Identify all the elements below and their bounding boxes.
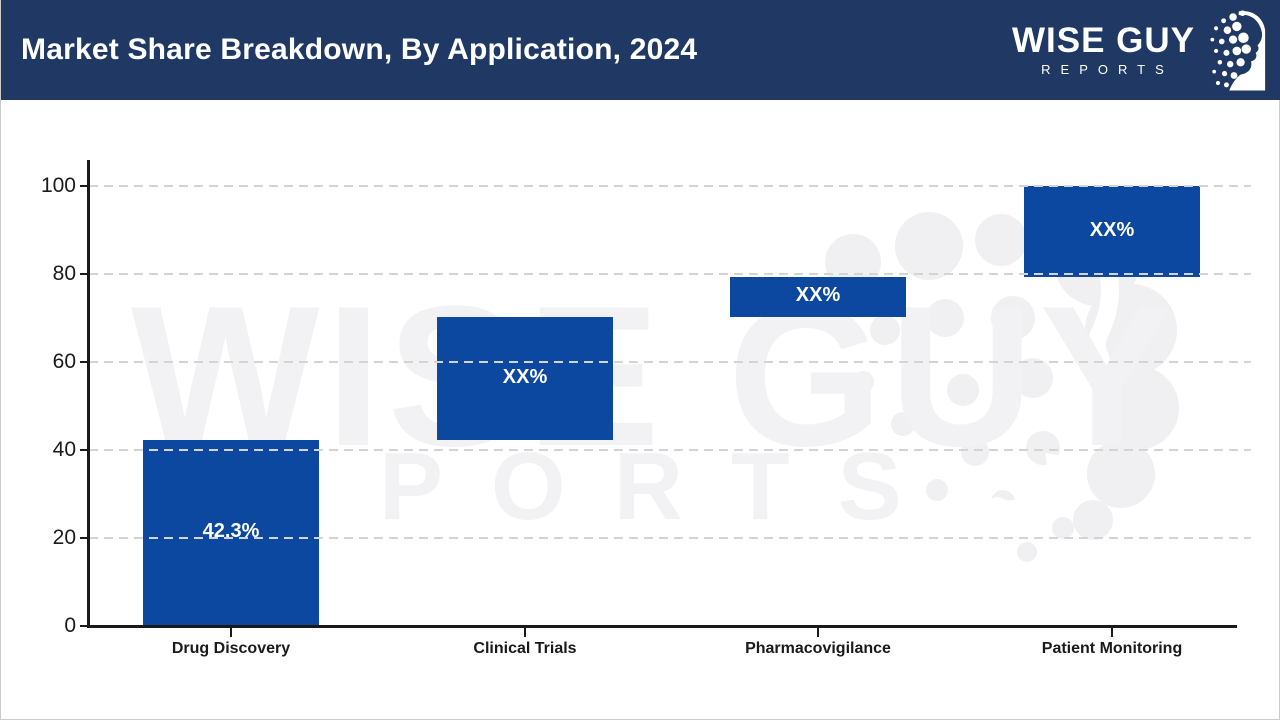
x-tick-label: Clinical Trials: [473, 640, 577, 657]
bar-value-label: XX%: [795, 284, 841, 307]
gridline-y60: [89, 361, 1251, 363]
gridline-y80: [89, 273, 1251, 275]
y-tick-label: 20: [52, 526, 76, 549]
y-tick-label: 100: [40, 174, 76, 197]
x-tick-label: Patient Monitoring: [1041, 640, 1183, 657]
page-title: Market Share Breakdown, By Application, …: [21, 33, 698, 66]
bar-value-label: XX%: [1089, 218, 1135, 241]
x-tick: [1111, 628, 1113, 637]
x-tick: [230, 628, 232, 637]
brand-head-icon: [1210, 10, 1266, 91]
brand-logo-subtitle: REPORTS: [1041, 62, 1174, 77]
y-tick: [80, 625, 89, 627]
bar-pharmacovigilance: [730, 277, 906, 318]
y-tick: [80, 537, 89, 539]
brand-logo: WISE GUY REPORTS: [1012, 0, 1267, 100]
bar-value-label: 42.3%: [202, 519, 260, 542]
bar-value-label: XX%: [502, 365, 548, 388]
gridline-y40: [89, 449, 1251, 451]
x-axis-line: [87, 625, 1237, 628]
x-tick: [817, 628, 819, 637]
y-tick: [80, 361, 89, 363]
bar-patient-monitoring: [1024, 186, 1200, 278]
gridline-y20: [89, 537, 1251, 539]
y-tick-label: 40: [52, 438, 76, 461]
y-tick: [80, 449, 89, 451]
y-tick: [80, 273, 89, 275]
brand-logo-name: WISE GUY: [1011, 21, 1195, 60]
header-bar: Market Share Breakdown, By Application, …: [1, 0, 1280, 100]
y-axis-line: [87, 160, 90, 628]
gridline-y100: [89, 185, 1251, 187]
x-tick: [524, 628, 526, 637]
y-tick: [80, 185, 89, 187]
y-tick-label: 0: [64, 614, 76, 637]
x-tick-label: Pharmacovigilance: [745, 640, 891, 657]
y-tick-label: 60: [52, 350, 76, 373]
x-tick-label: Drug Discovery: [171, 640, 291, 657]
y-tick-label: 80: [52, 262, 76, 285]
bar-clinical-trials: [437, 317, 613, 440]
bar-drug-discovery: [143, 439, 319, 626]
